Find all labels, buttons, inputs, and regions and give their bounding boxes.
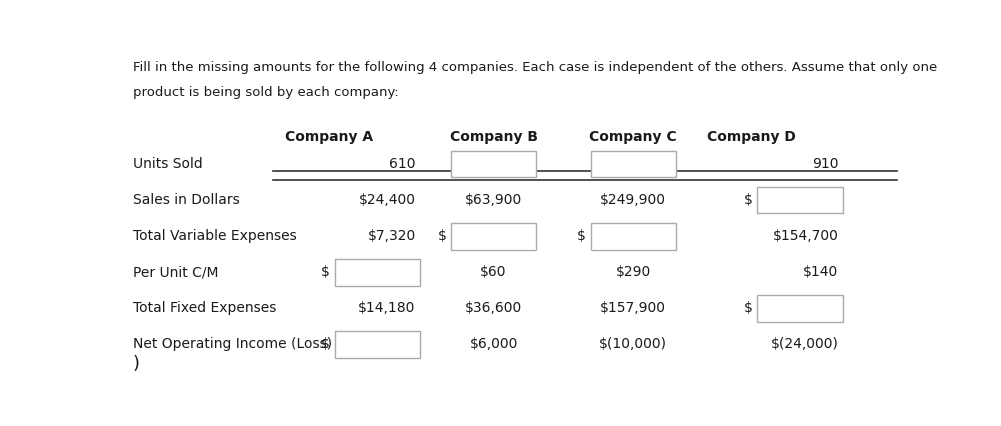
FancyBboxPatch shape bbox=[334, 259, 420, 286]
Text: $7,320: $7,320 bbox=[367, 229, 415, 243]
Text: $(10,000): $(10,000) bbox=[600, 337, 668, 351]
Text: $(24,000): $(24,000) bbox=[771, 337, 839, 351]
Text: $249,900: $249,900 bbox=[601, 193, 667, 207]
Text: ): ) bbox=[133, 354, 140, 373]
Text: Company C: Company C bbox=[590, 130, 677, 144]
Text: $: $ bbox=[744, 301, 753, 315]
Text: $6,000: $6,000 bbox=[469, 337, 518, 351]
Text: $63,900: $63,900 bbox=[465, 193, 523, 207]
Text: $290: $290 bbox=[616, 265, 651, 279]
Text: $60: $60 bbox=[480, 265, 507, 279]
Text: 610: 610 bbox=[389, 157, 415, 171]
Text: $36,600: $36,600 bbox=[465, 301, 523, 315]
FancyBboxPatch shape bbox=[334, 331, 420, 358]
Text: 910: 910 bbox=[812, 157, 839, 171]
FancyBboxPatch shape bbox=[450, 150, 537, 177]
Text: Per Unit C/M: Per Unit C/M bbox=[133, 265, 218, 279]
Text: $: $ bbox=[744, 193, 753, 207]
Text: $14,180: $14,180 bbox=[358, 301, 415, 315]
FancyBboxPatch shape bbox=[591, 223, 676, 250]
Text: Units Sold: Units Sold bbox=[133, 157, 202, 171]
Text: Sales in Dollars: Sales in Dollars bbox=[133, 193, 239, 207]
Text: $: $ bbox=[321, 265, 330, 279]
FancyBboxPatch shape bbox=[591, 150, 676, 177]
Text: $: $ bbox=[437, 229, 446, 243]
Text: $157,900: $157,900 bbox=[601, 301, 667, 315]
Text: Total Variable Expenses: Total Variable Expenses bbox=[133, 229, 296, 243]
Text: $24,400: $24,400 bbox=[358, 193, 415, 207]
FancyBboxPatch shape bbox=[758, 295, 843, 322]
FancyBboxPatch shape bbox=[450, 223, 537, 250]
Text: Company A: Company A bbox=[285, 130, 373, 144]
Text: Company D: Company D bbox=[708, 130, 796, 144]
Text: Net Operating Income (Loss): Net Operating Income (Loss) bbox=[133, 337, 332, 351]
Text: product is being sold by each company:: product is being sold by each company: bbox=[133, 86, 398, 98]
Text: Company B: Company B bbox=[449, 130, 538, 144]
Text: $154,700: $154,700 bbox=[773, 229, 839, 243]
Text: $: $ bbox=[321, 337, 330, 351]
Text: $140: $140 bbox=[803, 265, 839, 279]
Text: $: $ bbox=[577, 229, 586, 243]
Text: Fill in the missing amounts for the following 4 companies. Each case is independ: Fill in the missing amounts for the foll… bbox=[133, 61, 937, 74]
FancyBboxPatch shape bbox=[758, 187, 843, 213]
Text: Total Fixed Expenses: Total Fixed Expenses bbox=[133, 301, 276, 315]
